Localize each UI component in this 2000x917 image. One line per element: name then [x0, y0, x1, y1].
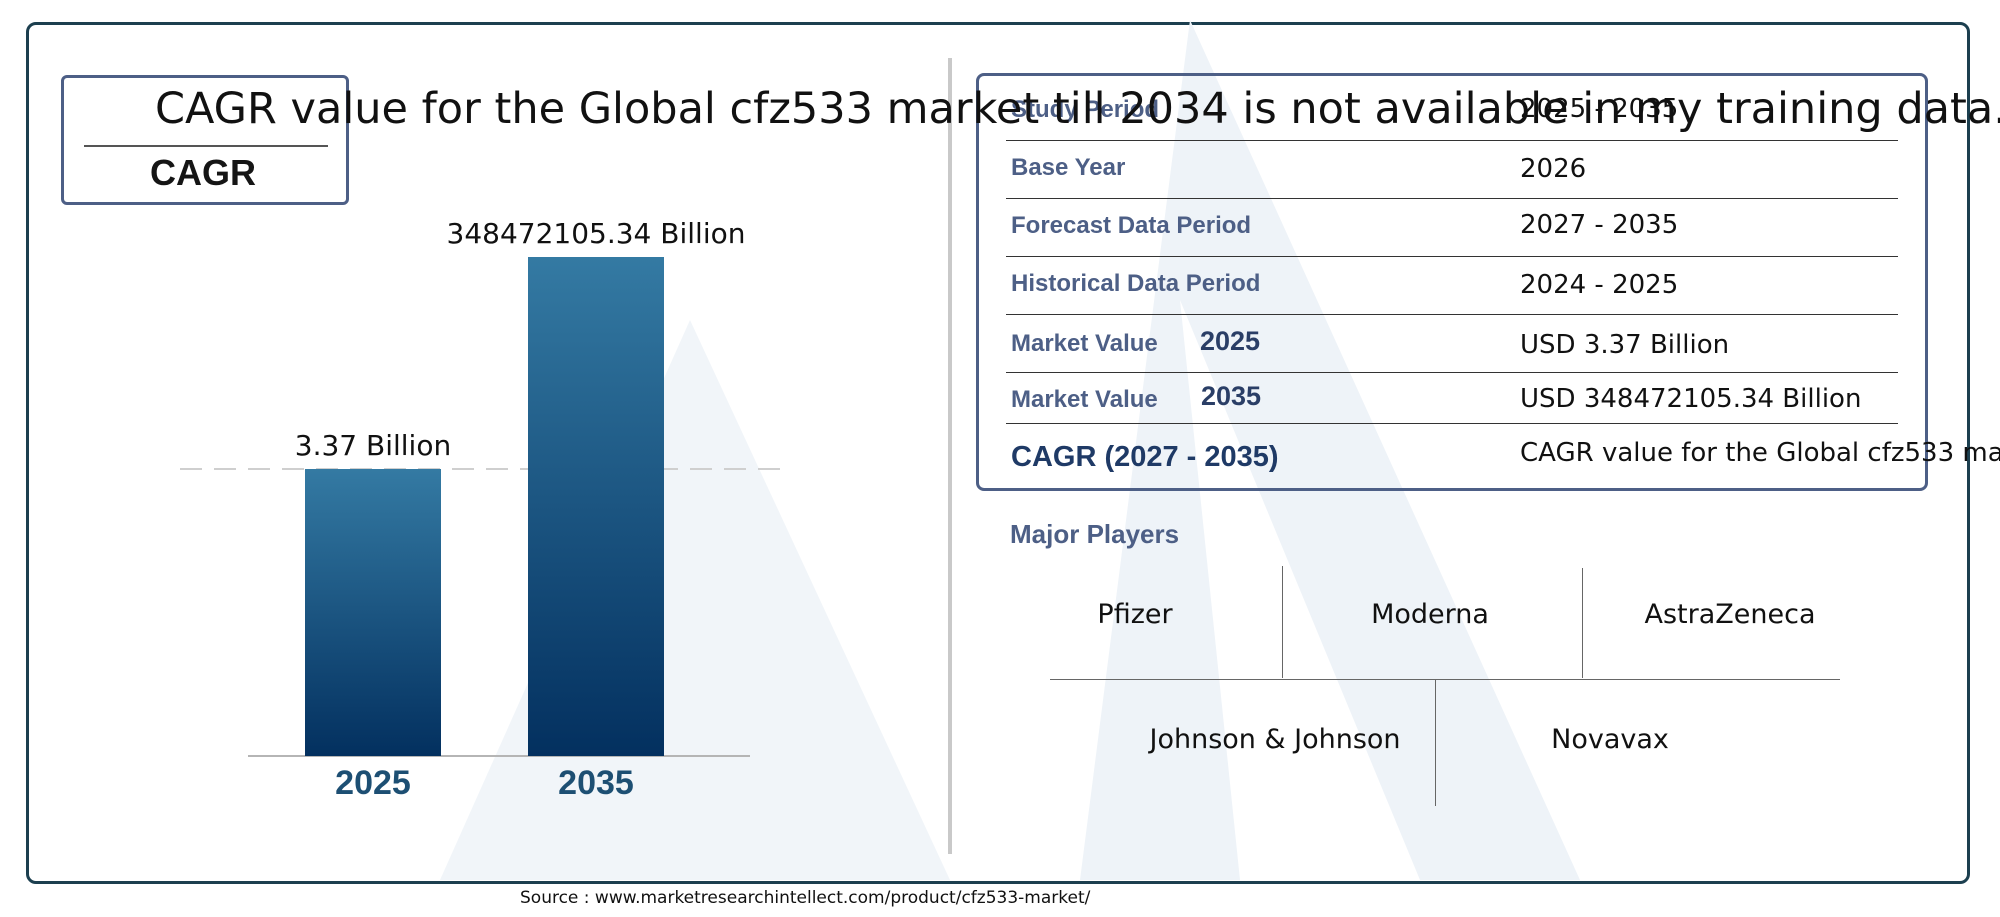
- info-year-2035: 2035: [1201, 381, 1262, 411]
- player-moderna: Moderna: [1371, 599, 1489, 630]
- info-label-cagr: CAGR (2027 - 2035): [1011, 441, 1279, 473]
- info-table-box: [976, 73, 1928, 491]
- watermark-right-peak: [1080, 20, 1580, 880]
- headline: CAGR value for the Global cfz533 market …: [155, 84, 2000, 134]
- players-divider: [1582, 568, 1583, 678]
- players-divider: [1435, 680, 1436, 806]
- info-label-historical-period: Historical Data Period: [1011, 270, 1261, 297]
- info-value-historical-period: 2024 - 2025: [1520, 270, 1679, 300]
- player-novavax: Novavax: [1551, 724, 1669, 755]
- bar-2025: [305, 469, 441, 756]
- category-label-2035: 2035: [558, 764, 634, 802]
- info-value-market-value-2025: USD 3.37 Billion: [1520, 330, 1730, 360]
- info-row-divider: [1006, 423, 1898, 424]
- category-label-2025: 2025: [335, 764, 411, 802]
- source-citation: Source : www.marketresearchintellect.com…: [520, 888, 1091, 908]
- info-label-base-year: Base Year: [1011, 154, 1126, 181]
- players-divider: [1282, 566, 1283, 678]
- info-label-market-value-2035: Market Value: [1011, 386, 1158, 413]
- cagr-box-label: CAGR: [150, 152, 256, 193]
- cagr-box-rule: [84, 145, 328, 147]
- outer-frame: [26, 22, 1970, 884]
- info-year-2025: 2025: [1200, 326, 1261, 356]
- player-pfizer: Pfizer: [1097, 599, 1173, 630]
- players-row-divider: [1050, 679, 1840, 680]
- info-value-forecast-period: 2027 - 2035: [1520, 210, 1679, 240]
- player-astrazeneca: AstraZeneca: [1644, 599, 1816, 630]
- info-row-divider: [1006, 198, 1898, 199]
- info-label-market-value-2025: Market Value: [1011, 330, 1158, 357]
- info-row-divider: [1006, 372, 1898, 373]
- info-row-divider: [1006, 140, 1898, 141]
- info-label-forecast-period: Forecast Data Period: [1011, 212, 1252, 239]
- info-row-divider: [1006, 256, 1898, 257]
- info-label-study-period: Study Period: [1011, 96, 1160, 123]
- player-johnson-and-johnson: Johnson & Johnson: [1149, 724, 1401, 755]
- info-value-base-year: 2026: [1520, 154, 1587, 184]
- cagr-box: [61, 75, 349, 205]
- info-value-study-period: 2025 - 2035: [1520, 94, 1679, 124]
- bar-2035: [528, 257, 664, 756]
- info-value-market-value-2035: USD 348472105.34 Billion: [1520, 384, 1862, 414]
- bar-value-label: 3.37 Billion: [295, 429, 451, 462]
- bar-value-label: 348472105.34 Billion: [447, 217, 746, 250]
- panel-divider: [948, 58, 952, 854]
- major-players-title: Major Players: [1010, 519, 1180, 549]
- info-row-divider: [1006, 314, 1898, 315]
- info-value-cagr: CAGR value for the Global cfz533 market …: [1520, 438, 2000, 468]
